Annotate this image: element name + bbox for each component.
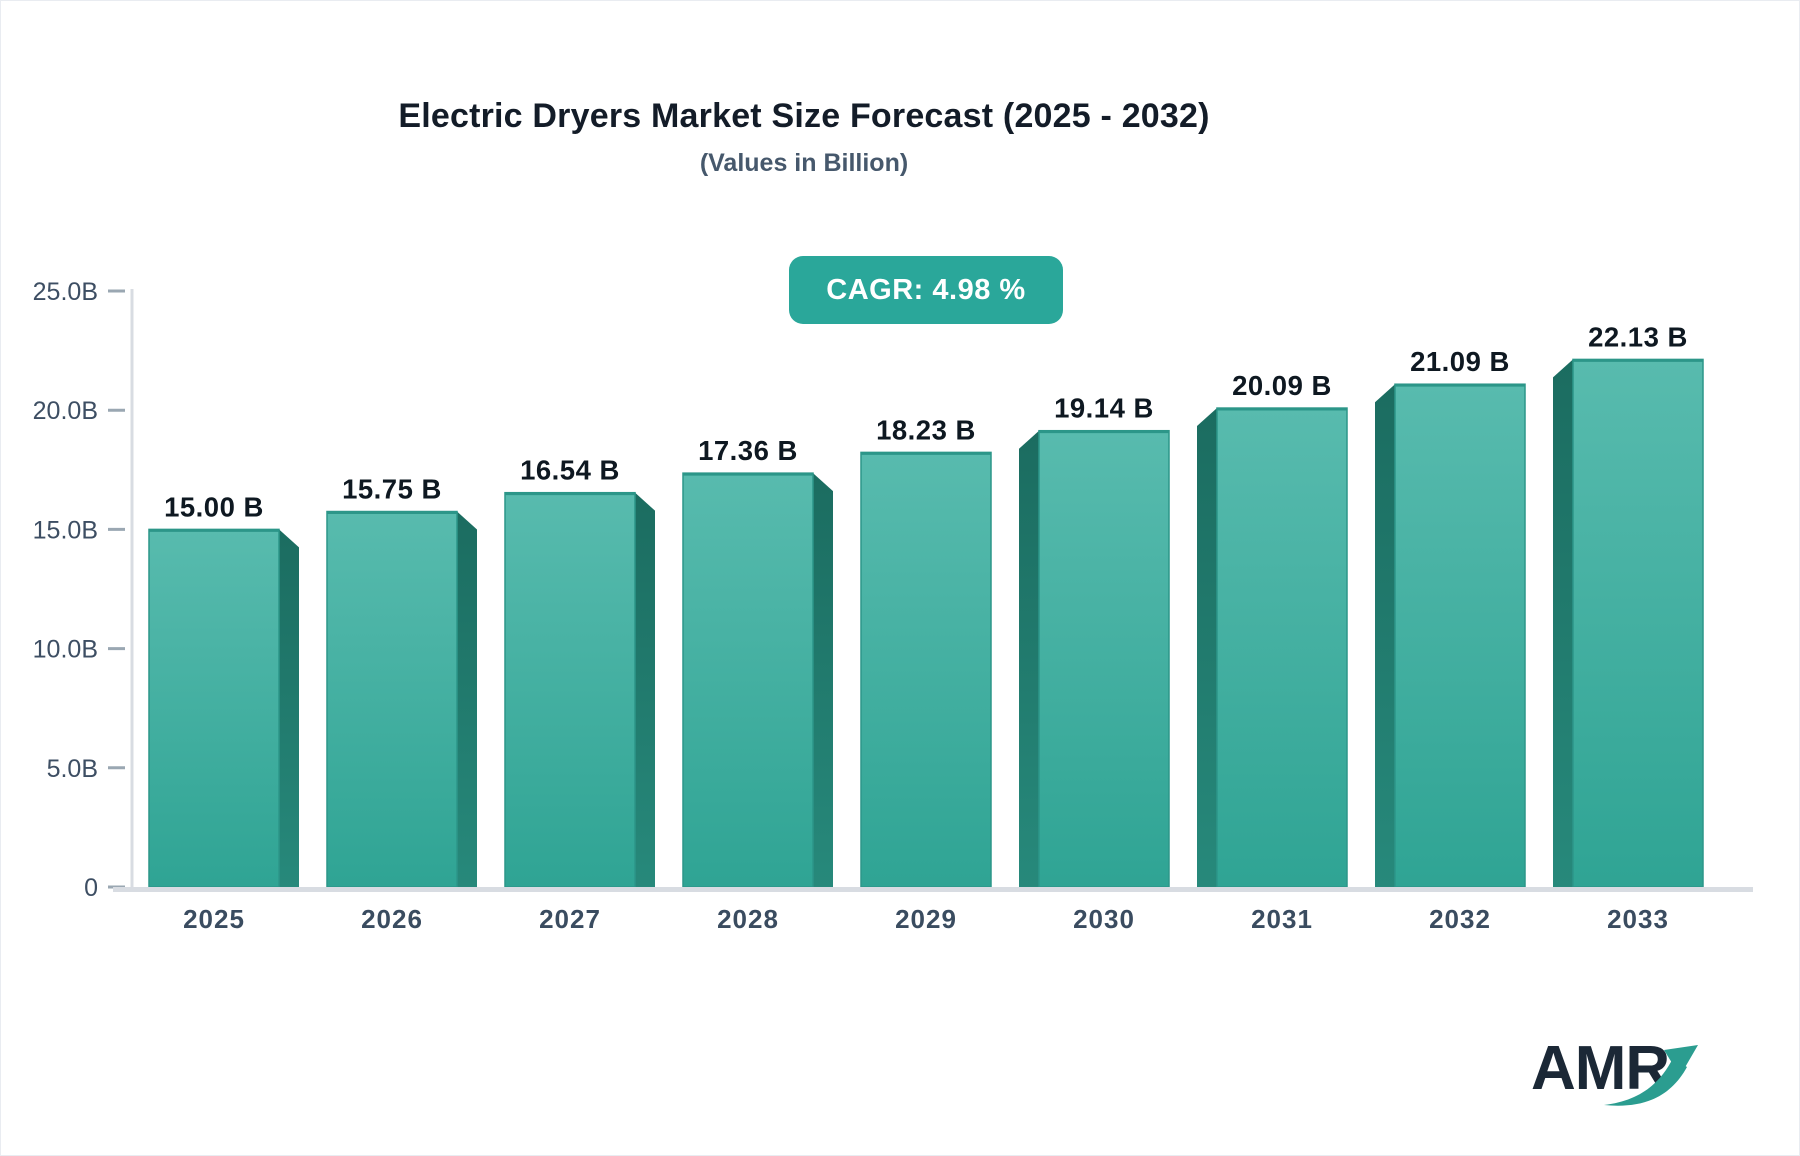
- axes: [113, 289, 1753, 892]
- y-tick-label: 25.0B: [33, 278, 98, 306]
- bar-value-label: 20.09 B: [1232, 370, 1332, 401]
- x-axis-label: 2033: [1607, 904, 1669, 934]
- amr-logo-arrowhead-icon: [1664, 1045, 1698, 1076]
- cagr-badge: CAGR: 4.98 %: [789, 256, 1063, 324]
- bar-front-face: [682, 472, 814, 888]
- y-tick-label: 0: [84, 874, 98, 902]
- bar-2029: 18.23 B: [860, 414, 992, 888]
- bar-front-face: [1216, 407, 1348, 888]
- bar-2026: 15.75 B: [326, 474, 477, 888]
- bar-value-label: 17.36 B: [698, 435, 798, 466]
- bars: 15.00 B 15.75 B 16.54 B 17.36 B 18.23 B 19.14…: [148, 321, 1704, 888]
- chart-title: Electric Dryers Market Size Forecast (20…: [398, 97, 1210, 135]
- bar-value-label: 22.13 B: [1588, 321, 1688, 352]
- bar-front-face: [1572, 358, 1704, 888]
- bar-front-face: [148, 528, 280, 888]
- bar-value-label: 18.23 B: [876, 414, 976, 445]
- x-axis-label: 2028: [717, 904, 779, 934]
- x-axis-label: 2030: [1073, 904, 1135, 934]
- bar-2025: 15.00 B: [148, 491, 299, 888]
- bar-2031: 20.09 B: [1197, 370, 1348, 888]
- bar-value-label: 15.75 B: [342, 474, 442, 505]
- bar-value-label: 16.54 B: [520, 455, 620, 486]
- bar-side-face: [1553, 359, 1573, 888]
- chart-subtitle: (Values in Billion): [699, 149, 909, 177]
- bar-side-face: [1375, 384, 1395, 887]
- bar-side-face: [279, 529, 299, 887]
- bar-side-face: [1019, 430, 1039, 887]
- x-axis-label: 2027: [539, 904, 601, 934]
- bar-side-face: [813, 473, 833, 887]
- y-tick-label: 5.0B: [47, 755, 98, 783]
- bar-front-face: [860, 451, 992, 888]
- bar-value-label: 15.00 B: [164, 491, 264, 522]
- bar-2030: 19.14 B: [1019, 393, 1170, 888]
- x-axis-label: 2032: [1429, 904, 1491, 934]
- bar-2028: 17.36 B: [682, 435, 833, 888]
- bar-value-label: 21.09 B: [1410, 346, 1510, 377]
- bar-2027: 16.54 B: [504, 455, 655, 888]
- cagr-badge-label: CAGR: 4.98 %: [826, 273, 1026, 306]
- bar-front-face: [326, 510, 458, 888]
- bar-value-label: 19.14 B: [1054, 393, 1154, 424]
- bar-side-face: [635, 492, 655, 887]
- x-axis: 2025 2026 2027 2028 2029 2030 2031 2032 2033: [183, 904, 1669, 934]
- x-axis-label: 2031: [1251, 904, 1313, 934]
- y-tick-label: 15.0B: [33, 516, 98, 544]
- bar-side-face: [1197, 408, 1217, 887]
- y-tick-label: 10.0B: [33, 636, 98, 664]
- y-axis: 0 5.0B 10.0B 15.0B 20.0B 25.0B: [33, 278, 125, 902]
- bar-front-face: [1394, 383, 1526, 888]
- x-axis-label: 2029: [895, 904, 957, 934]
- bar-front-face: [1038, 429, 1170, 888]
- amr-logo: AMR: [1531, 1034, 1698, 1106]
- bar-2033: 22.13 B: [1553, 321, 1704, 888]
- x-axis-label: 2025: [183, 904, 245, 934]
- bar-side-face: [457, 511, 477, 887]
- bar-front-face: [504, 491, 636, 888]
- bar-2032: 21.09 B: [1375, 346, 1526, 888]
- amr-logo-arrow-swoosh: [1604, 1058, 1687, 1106]
- y-tick-label: 20.0B: [33, 397, 98, 425]
- x-axis-label: 2026: [361, 904, 423, 934]
